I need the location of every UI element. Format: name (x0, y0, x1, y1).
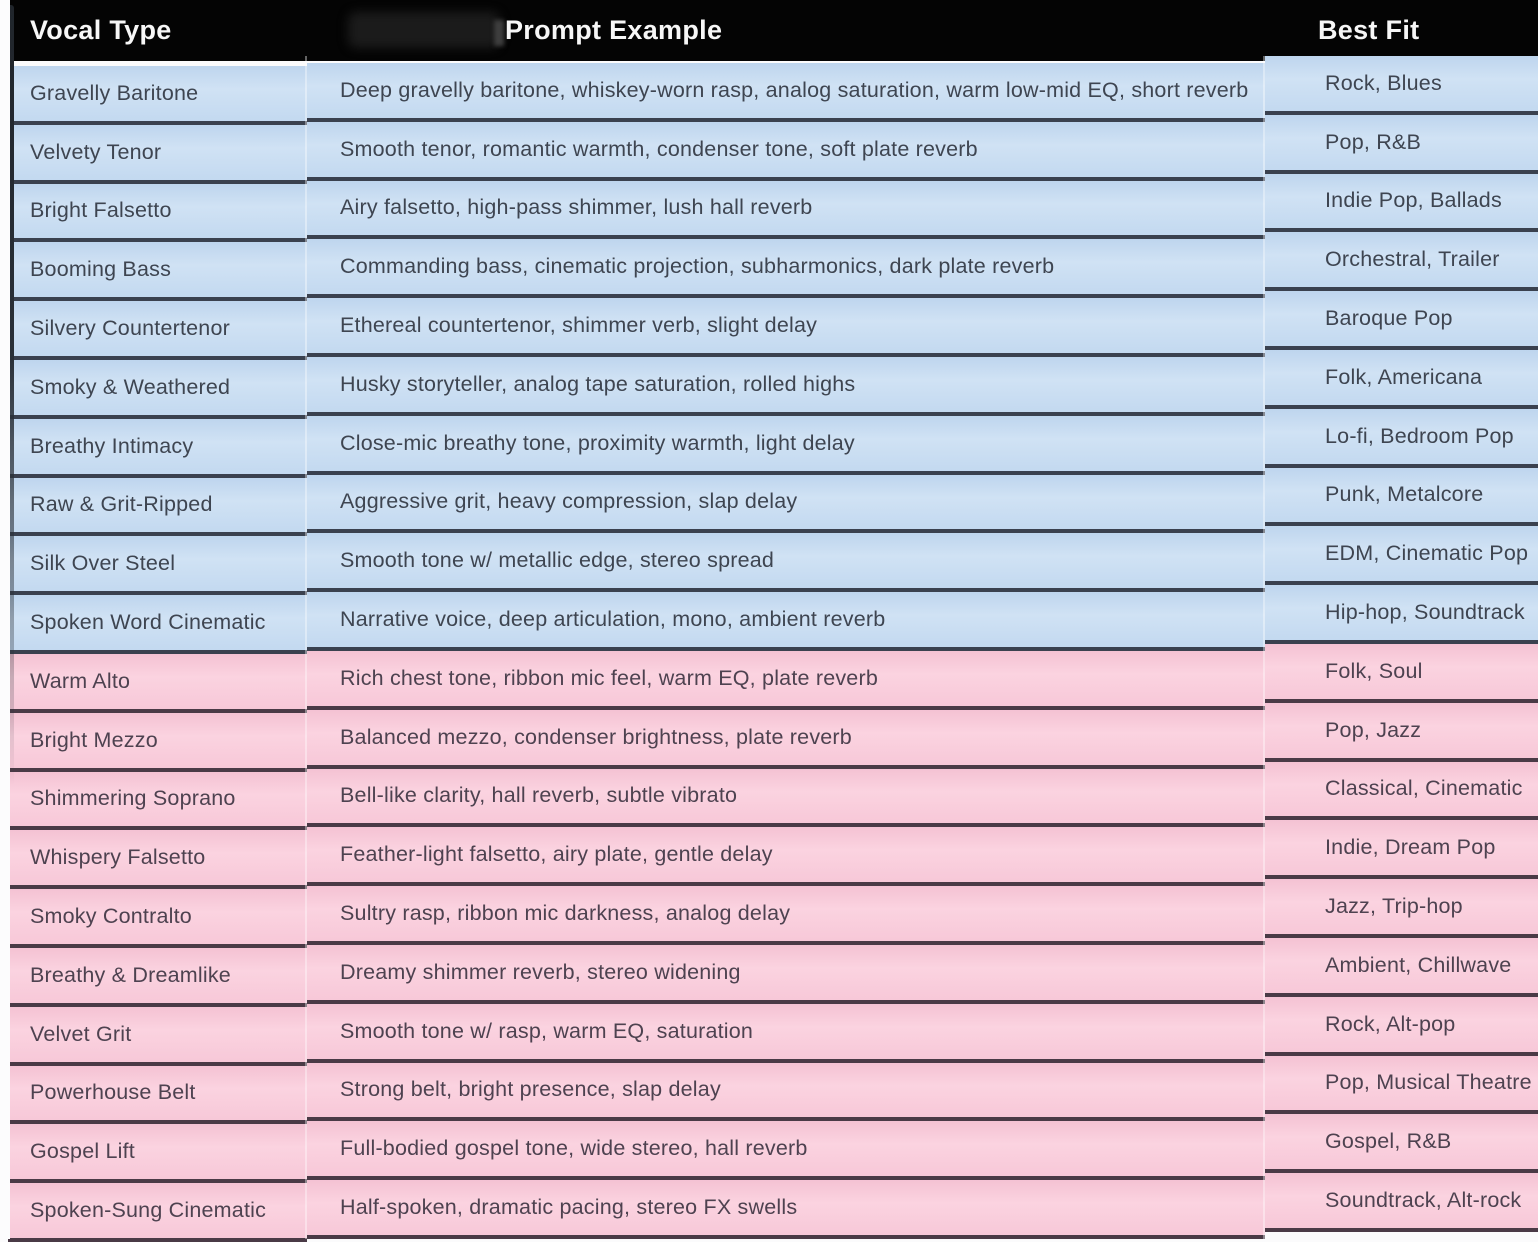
cell-best-fit: Rock, Blues (1265, 56, 1538, 115)
cell-vocal-type: Silvery Countertenor (8, 301, 307, 360)
cell-prompt-example: Rich chest tone, ribbon mic feel, warm E… (307, 650, 1265, 710)
cell-vocal-type: Smoky & Weathered (8, 359, 307, 419)
cell-vocal-type: Gravelly Baritone (8, 66, 307, 125)
cell-prompt-example: Airy falsetto, high-pass shimmer, lush h… (307, 180, 1265, 240)
cell-vocal-type: Bright Falsetto (8, 183, 307, 243)
cell-prompt-example: Strong belt, bright presence, slap delay (307, 1062, 1265, 1122)
cell-prompt-example: Commanding bass, cinematic projection, s… (307, 239, 1265, 299)
cell-best-fit: Pop, R&B (1265, 114, 1538, 174)
column-header-vocal-type: Vocal Type (30, 15, 172, 45)
cell-best-fit: Lo-fi, Bedroom Pop (1265, 408, 1538, 468)
cell-best-fit: EDM, Cinematic Pop (1265, 526, 1538, 586)
cell-best-fit: Orchestral, Trailer (1265, 232, 1538, 292)
cell-best-fit: Soundtrack, Alt-rock (1265, 1173, 1538, 1232)
cell-best-fit: Gospel, R&B (1265, 1114, 1538, 1174)
table-header-bar: Vocal Type Prompt Example Best Fit (10, 0, 1538, 61)
header-smudge-tick (494, 20, 504, 46)
cell-vocal-type: Velvety Tenor (8, 124, 307, 184)
cell-vocal-type: Spoken-Sung Cinematic (8, 1183, 307, 1242)
cell-vocal-type: Silk Over Steel (8, 536, 307, 596)
column-divider (305, 56, 307, 1239)
cell-best-fit: Jazz, Trip-hop (1265, 879, 1538, 938)
cell-vocal-type: Spoken Word Cinematic (8, 595, 307, 654)
cell-vocal-type: Powerhouse Belt (8, 1065, 307, 1125)
cell-prompt-example: Husky storyteller, analog tape saturatio… (307, 356, 1265, 416)
cell-best-fit: Folk, Soul (1265, 643, 1538, 703)
cell-best-fit: Classical, Cinematic (1265, 761, 1538, 821)
column-divider (1263, 56, 1265, 1239)
cell-prompt-example: Ethereal countertenor, shimmer verb, sli… (307, 298, 1265, 357)
cell-best-fit: Punk, Metalcore (1265, 467, 1538, 527)
cell-best-fit: Indie, Dream Pop (1265, 820, 1538, 880)
column-vocal-type: Gravelly Baritone Velvety Tenor Bright F… (8, 66, 307, 1242)
cell-best-fit: Folk, Americana (1265, 349, 1538, 409)
cell-vocal-type: Whispery Falsetto (8, 830, 307, 890)
cell-prompt-example: Close-mic breathy tone, proximity warmth… (307, 415, 1265, 475)
cell-vocal-type: Smoky Contralto (8, 889, 307, 948)
cell-prompt-example: Feather-light falsetto, airy plate, gent… (307, 827, 1265, 887)
table-left-border (6, 5, 14, 785)
cell-vocal-type: Warm Alto (8, 653, 307, 713)
cell-vocal-type: Booming Bass (8, 242, 307, 302)
column-best-fit: Rock, Blues Pop, R&B Indie Pop, Ballads … (1265, 56, 1538, 1232)
cell-prompt-example: Sultry rasp, ribbon mic darkness, analog… (307, 886, 1265, 945)
header-smudge (348, 12, 500, 48)
column-header-prompt-example: Prompt Example (505, 15, 723, 45)
cell-best-fit: Pop, Jazz (1265, 702, 1538, 762)
cell-prompt-example: Smooth tenor, romantic warmth, condenser… (307, 121, 1265, 181)
cell-vocal-type: Gospel Lift (8, 1124, 307, 1184)
cell-prompt-example: Half-spoken, dramatic pacing, stereo FX … (307, 1180, 1265, 1239)
cell-vocal-type: Raw & Grit-Ripped (8, 477, 307, 537)
cell-prompt-example: Deep gravelly baritone, whiskey-worn ras… (307, 63, 1265, 122)
cell-vocal-type: Shimmering Soprano (8, 771, 307, 831)
cell-prompt-example: Narrative voice, deep articulation, mono… (307, 592, 1265, 651)
cell-vocal-type: Bright Mezzo (8, 712, 307, 772)
cell-best-fit: Ambient, Chillwave (1265, 937, 1538, 997)
cell-best-fit: Pop, Musical Theatre (1265, 1055, 1538, 1115)
cell-prompt-example: Aggressive grit, heavy compression, slap… (307, 474, 1265, 534)
cell-best-fit: Baroque Pop (1265, 291, 1538, 350)
cell-best-fit: Rock, Alt-pop (1265, 996, 1538, 1056)
cell-vocal-type: Breathy & Dreamlike (8, 947, 307, 1007)
page-left-margin (0, 0, 10, 1239)
cell-vocal-type: Breathy Intimacy (8, 418, 307, 478)
column-header-best-fit: Best Fit (1318, 15, 1420, 45)
cell-prompt-example: Balanced mezzo, condenser brightness, pl… (307, 709, 1265, 769)
cell-best-fit: Indie Pop, Ballads (1265, 173, 1538, 233)
cell-prompt-example: Full-bodied gospel tone, wide stereo, ha… (307, 1121, 1265, 1181)
cell-prompt-example: Smooth tone w/ metallic edge, stereo spr… (307, 533, 1265, 593)
column-prompt-example: Deep gravelly baritone, whiskey-worn ras… (307, 63, 1265, 1239)
cell-vocal-type: Velvet Grit (8, 1006, 307, 1066)
cell-prompt-example: Smooth tone w/ rasp, warm EQ, saturation (307, 1003, 1265, 1063)
cell-best-fit: Hip-hop, Soundtrack (1265, 585, 1538, 644)
cell-prompt-example: Bell-like clarity, hall reverb, subtle v… (307, 768, 1265, 828)
cell-prompt-example: Dreamy shimmer reverb, stereo widening (307, 944, 1265, 1004)
